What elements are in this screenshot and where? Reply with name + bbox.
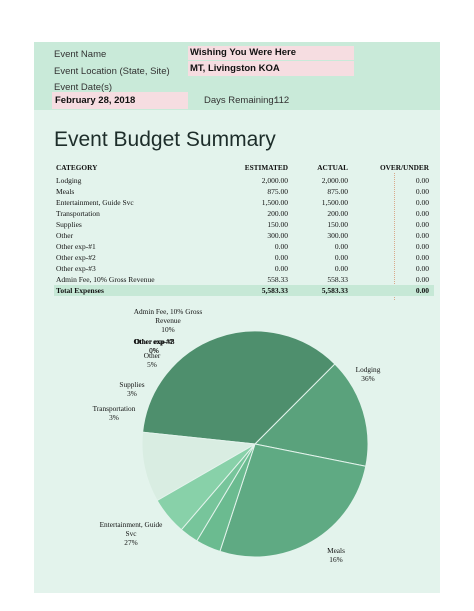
row-estimated[interactable]: 1,500.00: [261, 198, 288, 207]
event-name-value: Wishing You Were Here: [190, 47, 297, 58]
row-over-under: 0.00: [415, 187, 429, 196]
row-category: Other exp-#1: [56, 242, 96, 251]
pie-label-other-exp-3: Other exp-#3: [133, 337, 174, 346]
total-row: Total Expenses 5,583.33 5,583.33 0.00: [54, 285, 434, 296]
row-category: Supplies: [56, 220, 82, 229]
row-actual[interactable]: 2,000.00: [321, 176, 348, 185]
table-header-row: CATEGORY ESTIMATED ACTUAL OVER/UNDER: [54, 162, 434, 173]
row-estimated[interactable]: 0.00: [274, 242, 288, 251]
row-over-under: 0.00: [415, 231, 429, 240]
row-estimated[interactable]: 2,000.00: [261, 176, 288, 185]
row-over-under: 0.00: [415, 209, 429, 218]
days-remaining-value: 112: [274, 95, 290, 106]
row-over-under: 0.00: [415, 176, 429, 185]
row-estimated[interactable]: 150.00: [267, 220, 288, 229]
row-over-under: 0.00: [415, 275, 429, 284]
table-row[interactable]: Other exp-#1 0.00 0.00 0.00: [54, 241, 434, 252]
row-estimated[interactable]: 875.00: [267, 187, 288, 196]
row-category: Other exp-#2: [56, 253, 96, 262]
row-actual[interactable]: 0.00: [334, 264, 348, 273]
row-category: Other exp-#3: [56, 264, 96, 273]
row-over-under: 0.00: [415, 242, 429, 251]
header-category: CATEGORY: [56, 163, 98, 172]
total-actual: 5,583.33: [321, 286, 348, 295]
budget-page: Event Name Wishing You Were Here Event L…: [34, 42, 440, 593]
row-actual[interactable]: 0.00: [334, 253, 348, 262]
event-location-value: MT, Livingston KOA: [190, 63, 280, 74]
row-actual[interactable]: 0.00: [334, 242, 348, 251]
page-title: Event Budget Summary: [54, 128, 276, 151]
pie-label-meals: Meals 16%: [327, 546, 345, 564]
event-name-field[interactable]: Wishing You Were Here: [188, 46, 354, 60]
row-category: Entertainment, Guide Svc: [56, 198, 134, 207]
row-estimated[interactable]: 0.00: [274, 253, 288, 262]
event-date-value: February 28, 2018: [55, 95, 136, 106]
table-row[interactable]: Admin Fee, 10% Gross Revenue 558.33 558.…: [54, 274, 434, 285]
table-row[interactable]: Lodging 2,000.00 2,000.00 0.00: [54, 175, 434, 186]
row-category: Other: [56, 231, 74, 240]
row-estimated[interactable]: 200.00: [267, 209, 288, 218]
pie-label-lodging: Lodging 36%: [356, 365, 381, 383]
row-over-under: 0.00: [415, 253, 429, 262]
row-category: Lodging: [56, 176, 82, 185]
table-row[interactable]: Entertainment, Guide Svc 1,500.00 1,500.…: [54, 197, 434, 208]
pie-label-other-exp-1: Other exp-#1 0%: [135, 337, 174, 355]
total-label: Total Expenses: [56, 286, 104, 295]
row-actual[interactable]: 1,500.00: [321, 198, 348, 207]
row-category: Admin Fee, 10% Gross Revenue: [56, 275, 155, 284]
pie-label-admin-fee-10-gross-revenue: Admin Fee, 10% Gross Revenue 10%: [134, 307, 203, 334]
table-row[interactable]: Other exp-#2 0.00 0.00 0.00: [54, 252, 434, 263]
days-remaining-label: Days Remaining:: [204, 95, 277, 106]
table-row[interactable]: Other exp-#3 0.00 0.00 0.00: [54, 263, 434, 274]
event-location-field[interactable]: MT, Livingston KOA: [188, 61, 354, 76]
row-actual[interactable]: 150.00: [327, 220, 348, 229]
table-row[interactable]: Meals 875.00 875.00 0.00: [54, 186, 434, 197]
table-row[interactable]: Other 300.00 300.00 0.00: [54, 230, 434, 241]
table-row[interactable]: Supplies 150.00 150.00 0.00: [54, 219, 434, 230]
pie-slice-entertainment-guide-svc: [219, 443, 367, 558]
event-name-label: Event Name: [54, 49, 107, 60]
event-location-label: Event Location (State, Site): [54, 66, 170, 77]
pie-label-other: Other 5%: [144, 351, 161, 369]
pie-label-other-exp-2: Other exp-#2 0%: [135, 337, 174, 355]
row-category: Transportation: [56, 209, 100, 218]
row-over-under: 0.00: [415, 198, 429, 207]
row-actual[interactable]: 558.33: [327, 275, 348, 284]
total-estimated: 5,583.33: [261, 286, 288, 295]
pie-label-supplies: Supplies 3%: [119, 380, 144, 398]
row-estimated[interactable]: 0.00: [274, 264, 288, 273]
event-dates-label: Event Date(s): [54, 82, 113, 93]
pie-label-entertainment-guide-svc: Entertainment, Guide Svc 27%: [100, 520, 163, 547]
event-date-field[interactable]: February 28, 2018: [52, 92, 188, 109]
event-info-header: Event Name Wishing You Were Here Event L…: [34, 42, 440, 110]
pie-slice-meals: [253, 363, 369, 467]
row-over-under: 0.00: [415, 220, 429, 229]
row-actual[interactable]: 300.00: [327, 231, 348, 240]
header-estimated: ESTIMATED: [244, 163, 288, 172]
pie-slice-lodging: [142, 330, 336, 445]
row-actual[interactable]: 200.00: [327, 209, 348, 218]
row-category: Meals: [56, 187, 75, 196]
row-estimated[interactable]: 300.00: [267, 231, 288, 240]
total-over-under: 0.00: [415, 286, 429, 295]
table-row[interactable]: Transportation 200.00 200.00 0.00: [54, 208, 434, 219]
pie-slice-admin-fee-10-gross-revenue: [141, 431, 257, 502]
row-over-under: 0.00: [415, 264, 429, 273]
header-actual: ACTUAL: [317, 163, 348, 172]
row-actual[interactable]: 875.00: [327, 187, 348, 196]
column-divider: [394, 173, 395, 300]
header-over-under: OVER/UNDER: [379, 163, 429, 172]
pie-label-transportation: Transportation 3%: [93, 404, 136, 422]
row-estimated[interactable]: 558.33: [267, 275, 288, 284]
